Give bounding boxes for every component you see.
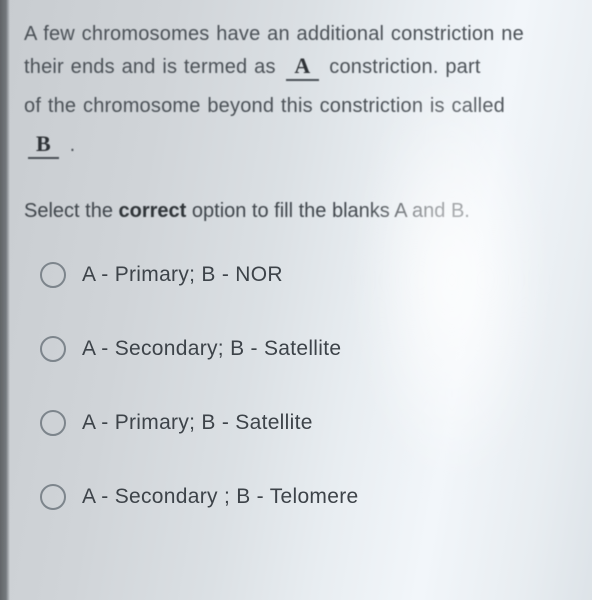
- question-line3: of the chromosome beyond this constricti…: [24, 95, 505, 117]
- option-label: A - Primary; B - NOR: [82, 263, 283, 287]
- instruction-bold: correct: [119, 200, 187, 222]
- radio-icon: [40, 484, 66, 510]
- question-line2-pre: their ends and is termed as: [24, 56, 276, 78]
- instruction-pre: Select the: [24, 200, 119, 222]
- question-line4-post: .: [70, 134, 76, 156]
- blank-b: B: [28, 132, 59, 159]
- instruction-post: option to fill the blanks A and B.: [186, 200, 470, 222]
- question-text: A few chromosomes have an additional con…: [24, 18, 578, 162]
- options-group: A - Primary; B - NOR A - Secondary; B - …: [24, 262, 578, 510]
- blank-a: A: [286, 54, 318, 81]
- question-line2-post: constriction. part: [329, 56, 480, 78]
- radio-icon: [40, 336, 66, 362]
- option-label: A - Secondary ; B - Telomere: [82, 485, 358, 509]
- option-3[interactable]: A - Primary; B - Satellite: [40, 410, 578, 436]
- option-1[interactable]: A - Primary; B - NOR: [40, 262, 578, 288]
- instruction-text: Select the correct option to fill the bl…: [24, 196, 578, 226]
- question-line1: A few chromosomes have an additional con…: [24, 23, 524, 45]
- option-label: A - Primary; B - Satellite: [82, 411, 313, 435]
- radio-icon: [40, 262, 66, 288]
- option-2[interactable]: A - Secondary; B - Satellite: [40, 336, 578, 362]
- radio-icon: [40, 410, 66, 436]
- option-4[interactable]: A - Secondary ; B - Telomere: [40, 484, 578, 510]
- option-label: A - Secondary; B - Satellite: [82, 337, 341, 361]
